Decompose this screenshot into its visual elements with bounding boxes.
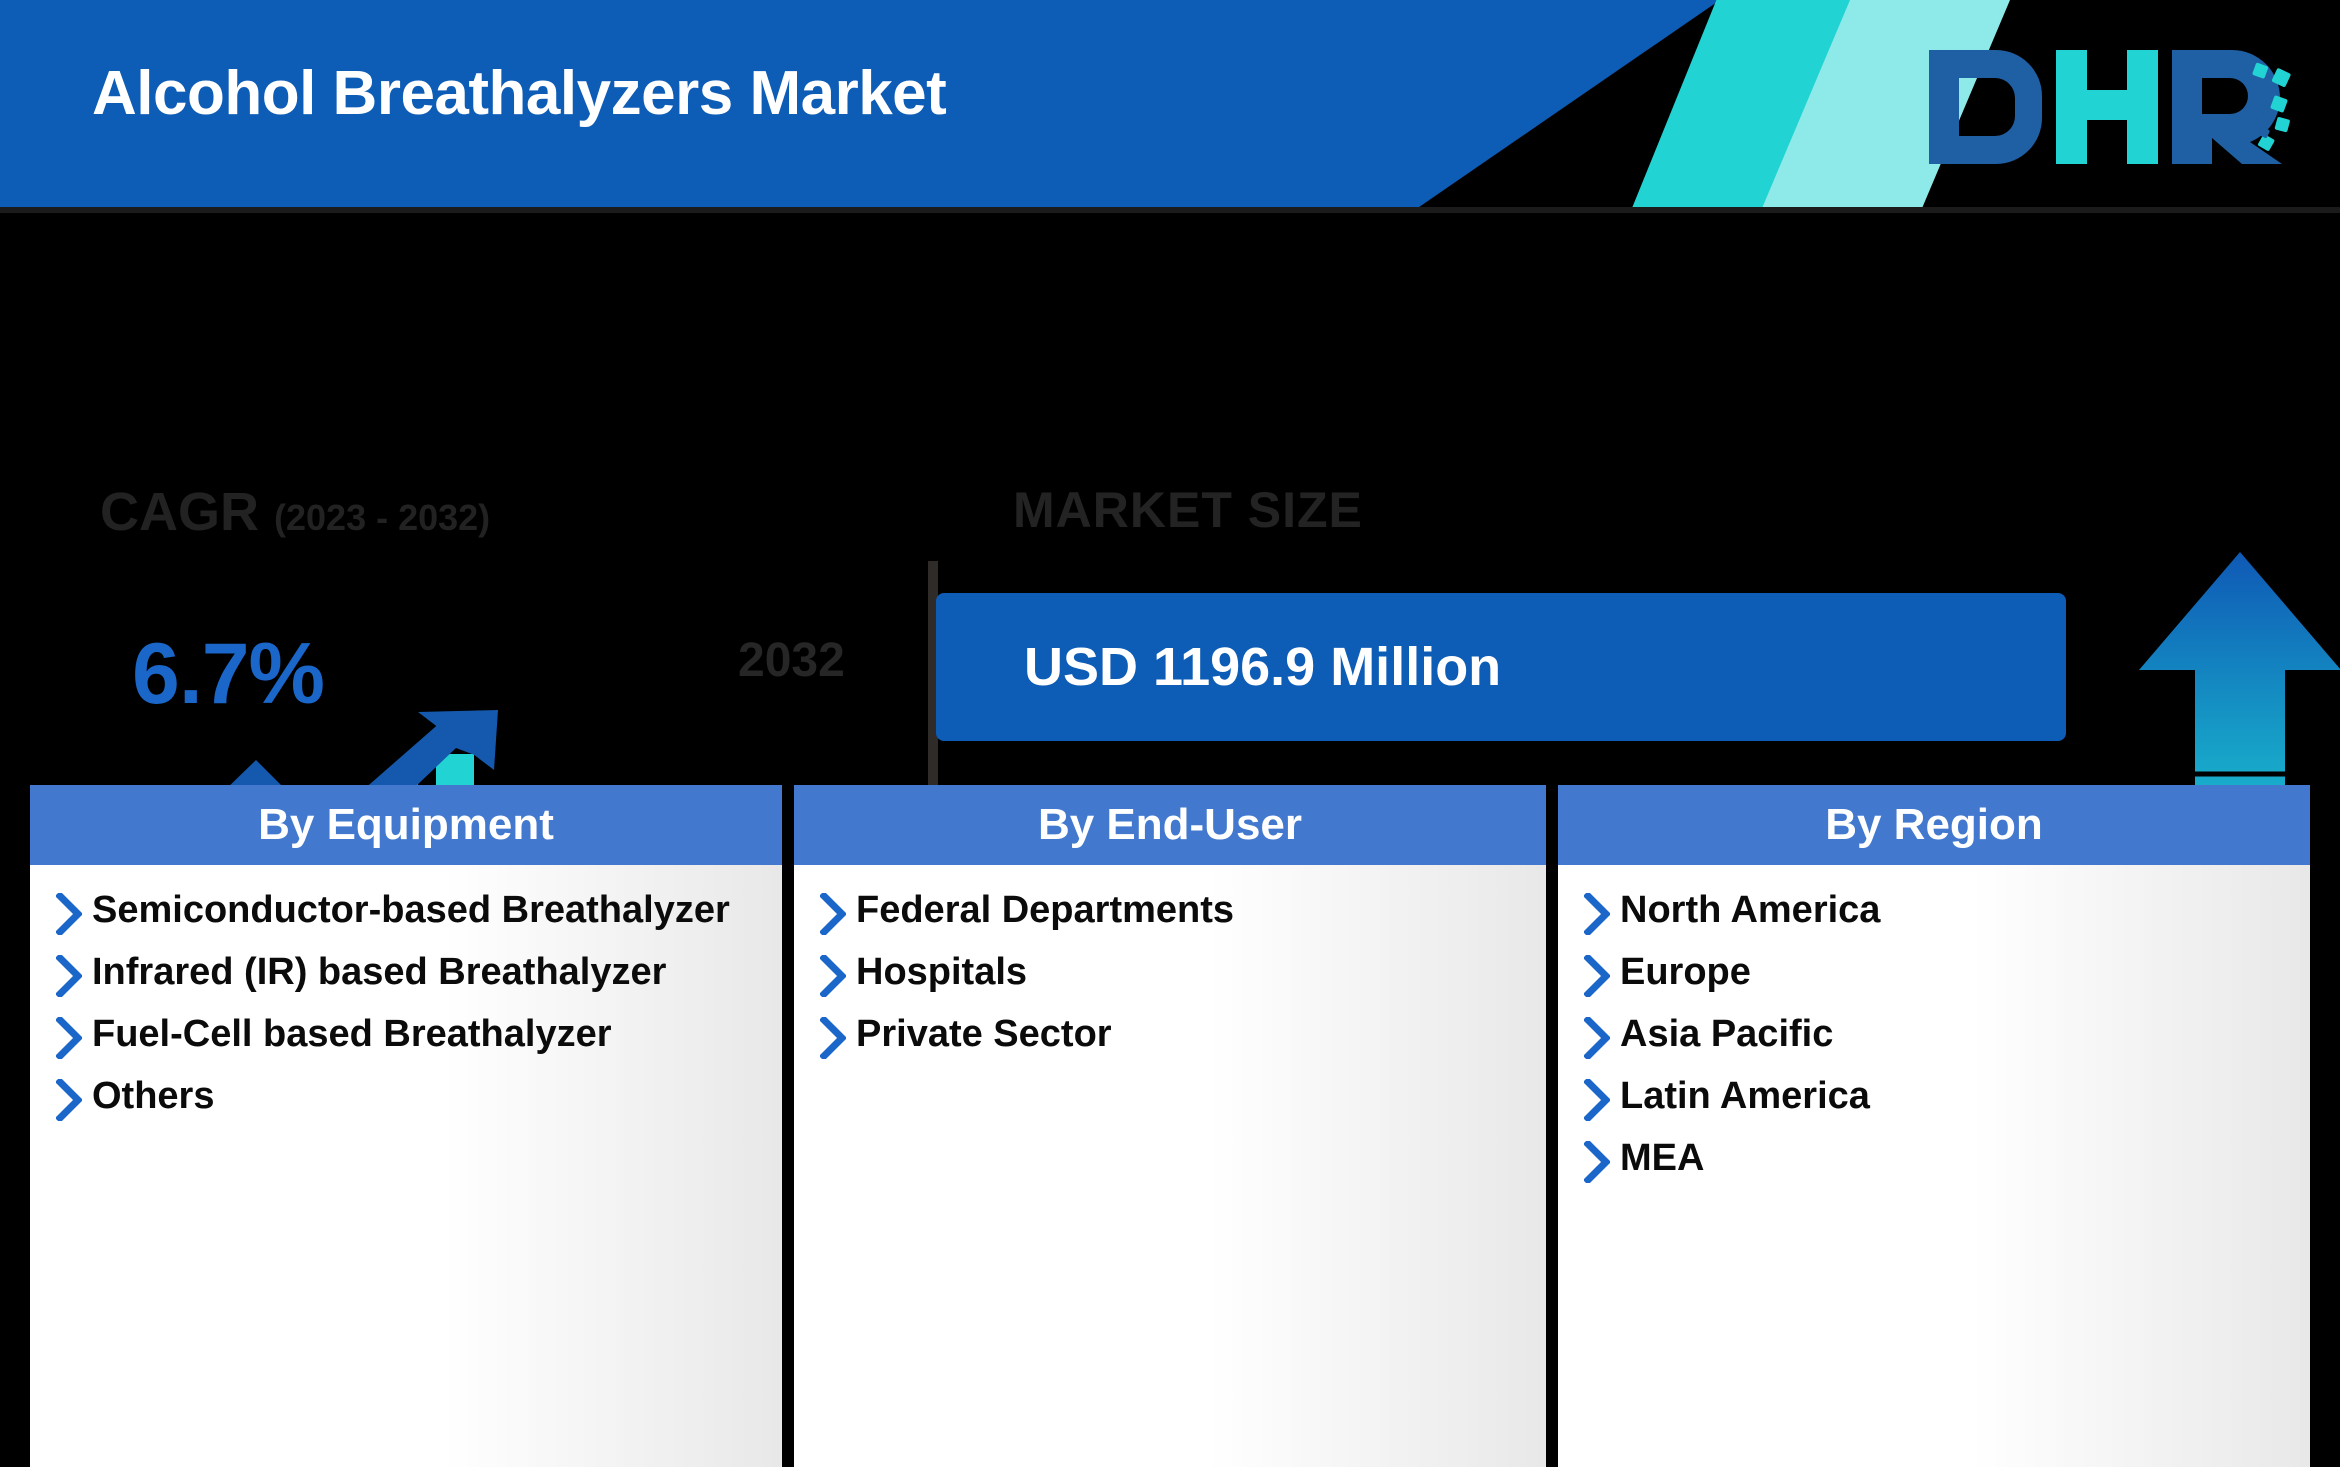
chart-axis-line (928, 561, 938, 959)
chevron-right-icon (1583, 1139, 1611, 1185)
chevron-right-icon (1583, 953, 1611, 999)
list-item[interactable]: MEA (1583, 1137, 2280, 1185)
list-item-label: Asia Pacific (1620, 1013, 1834, 1055)
cagr-label-text: CAGR (100, 482, 259, 542)
chevron-right-icon (1583, 1015, 1611, 1061)
chevron-right-icon (819, 1015, 847, 1061)
chevron-right-icon (55, 953, 83, 999)
list-item[interactable]: Others (55, 1075, 752, 1123)
list-item[interactable]: Federal Departments (819, 889, 1516, 937)
list-item-label: Europe (1620, 951, 1751, 993)
segment-card-end-user-title: By End-User (1037, 800, 1303, 849)
segment-card-equipment-header: By Equipment (30, 785, 782, 865)
list-item[interactable]: Europe (1583, 951, 2280, 999)
bar-year-label-2032: 2032 (738, 634, 845, 687)
segment-card-end-user: By End-User Federal Departments Hospital… (794, 785, 1546, 1467)
segment-card-equipment-title: By Equipment (258, 800, 554, 849)
list-item-label: Private Sector (856, 1013, 1112, 1055)
list-item[interactable]: Latin America (1583, 1075, 2280, 1123)
segment-card-region-header: By Region (1558, 785, 2310, 865)
segment-card-equipment-body: Semiconductor-based Breathalyzer Infrare… (30, 865, 782, 1467)
dhr-logo (1924, 42, 2294, 172)
list-item-label: Semiconductor-based Breathalyzer (92, 889, 730, 931)
page-header: Alcohol Breathalyzers Market (0, 0, 2340, 213)
market-size-bar-2032-label: USD 1196.9 Million (1024, 637, 1502, 697)
segment-card-region-body: North America Europe Asia Pacific Latin … (1558, 865, 2310, 1467)
stats-section: CAGR (2023 - 2032) 6.7% MARKET SIZE 2032… (0, 213, 2340, 984)
chevron-right-icon (819, 891, 847, 937)
list-item[interactable]: Asia Pacific (1583, 1013, 2280, 1061)
segment-card-end-user-body: Federal Departments Hospitals Private Se… (794, 865, 1546, 1467)
market-size-label: MARKET SIZE (1013, 482, 1363, 538)
chevron-right-icon (1583, 1077, 1611, 1123)
chevron-right-icon (55, 891, 83, 937)
cagr-years-text: (2023 - 2032) (274, 497, 491, 538)
header-underline (0, 207, 2340, 213)
chevron-right-icon (1583, 891, 1611, 937)
list-item-label: MEA (1620, 1137, 1705, 1179)
cagr-value: 6.7% (132, 626, 325, 722)
chevron-right-icon (819, 953, 847, 999)
segment-card-region: By Region North America Europe Asia Paci… (1558, 785, 2310, 1467)
list-item[interactable]: Private Sector (819, 1013, 1516, 1061)
list-item-label: Fuel-Cell based Breathalyzer (92, 1013, 612, 1055)
chevron-right-icon (55, 1077, 83, 1123)
market-size-bar-2032: USD 1196.9 Million (936, 593, 2066, 741)
list-item-label: North America (1620, 889, 1881, 931)
list-item-label: Federal Departments (856, 889, 1235, 931)
list-item[interactable]: North America (1583, 889, 2280, 937)
segment-card-end-user-header: By End-User (794, 785, 1546, 865)
segments-section: By Equipment Semiconductor-based Breatha… (0, 785, 2340, 1467)
list-item[interactable]: Fuel-Cell based Breathalyzer (55, 1013, 752, 1061)
list-item-label: Hospitals (856, 951, 1028, 993)
list-item[interactable]: Hospitals (819, 951, 1516, 999)
list-item-label: Others (92, 1075, 215, 1117)
list-item-label: Latin America (1620, 1075, 1870, 1117)
page-title: Alcohol Breathalyzers Market (92, 59, 947, 128)
list-item[interactable]: Infrared (IR) based Breathalyzer (55, 951, 752, 999)
chevron-right-icon (55, 1015, 83, 1061)
segment-card-equipment: By Equipment Semiconductor-based Breatha… (30, 785, 782, 1467)
segment-card-region-title: By Region (1825, 800, 2043, 849)
list-item-label: Infrared (IR) based Breathalyzer (92, 951, 667, 993)
list-item[interactable]: Semiconductor-based Breathalyzer (55, 889, 752, 937)
header-blue-band (0, 0, 1720, 213)
cagr-label: CAGR (2023 - 2032) (100, 481, 490, 543)
